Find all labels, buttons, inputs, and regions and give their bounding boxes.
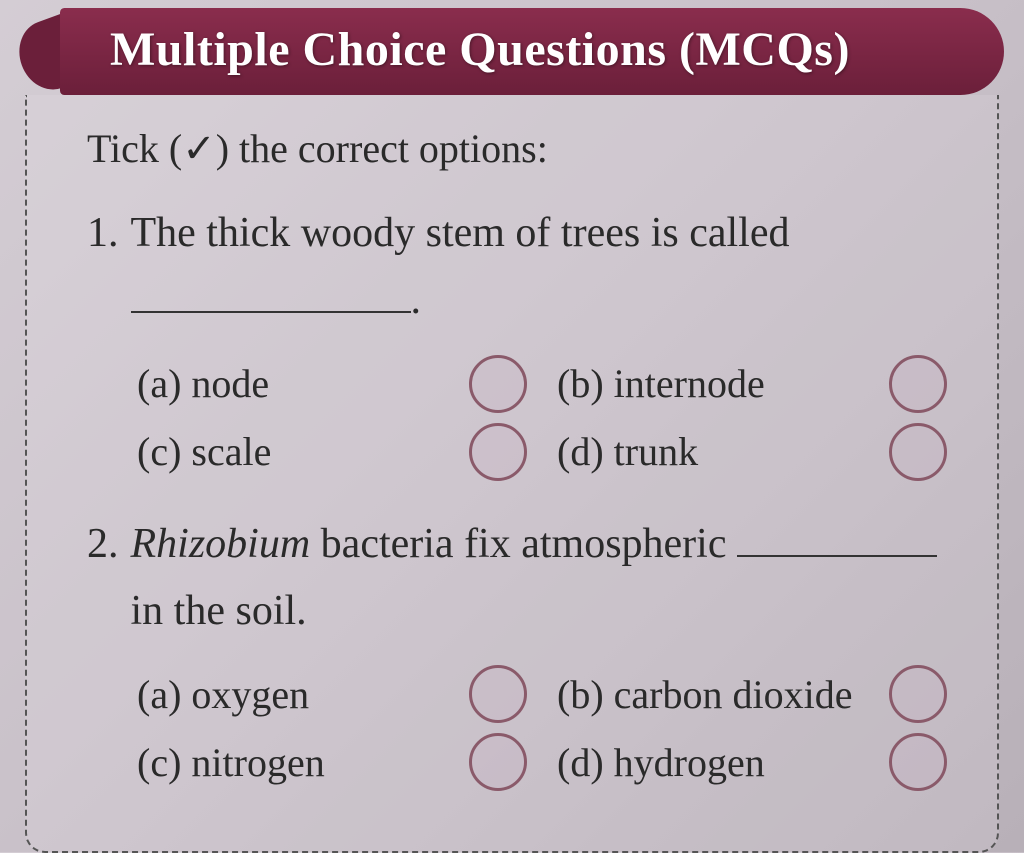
question-block: 1. The thick woody stem of trees is call… bbox=[87, 200, 947, 481]
option-label: (c) nitrogen bbox=[137, 739, 451, 786]
option-text: trunk bbox=[614, 429, 698, 474]
option-key: (c) bbox=[137, 429, 181, 474]
answer-bubble[interactable] bbox=[889, 355, 947, 413]
fill-blank bbox=[131, 267, 411, 313]
banner-wrap: Multiple Choice Questions (MCQs) bbox=[0, 0, 1024, 95]
instructions-text: Tick (✓) the correct options: bbox=[87, 125, 947, 172]
option-text: hydrogen bbox=[614, 740, 765, 785]
question-italic-prefix: Rhizobium bbox=[131, 521, 311, 567]
answer-bubble[interactable] bbox=[469, 733, 527, 791]
option-key: (d) bbox=[557, 429, 604, 474]
option-key: (b) bbox=[557, 361, 604, 406]
content-area: Tick (✓) the correct options: 1. The thi… bbox=[25, 95, 999, 853]
question-text-before: bacteria fix atmospheric bbox=[310, 521, 737, 567]
option-d: (d) trunk bbox=[557, 423, 947, 481]
question-number: 2. bbox=[87, 511, 119, 646]
answer-bubble[interactable] bbox=[889, 423, 947, 481]
answer-bubble[interactable] bbox=[469, 665, 527, 723]
option-label: (d) hydrogen bbox=[557, 739, 871, 786]
answer-bubble[interactable] bbox=[889, 733, 947, 791]
option-text: internode bbox=[614, 361, 765, 406]
question-text: 2. Rhizobium bacteria fix atmospheric in… bbox=[87, 511, 947, 646]
option-text: scale bbox=[191, 429, 271, 474]
option-text: oxygen bbox=[191, 672, 309, 717]
option-c: (c) nitrogen bbox=[137, 733, 527, 791]
option-key: (a) bbox=[137, 361, 181, 406]
option-label: (b) internode bbox=[557, 360, 871, 407]
answer-bubble[interactable] bbox=[469, 423, 527, 481]
option-c: (c) scale bbox=[137, 423, 527, 481]
banner-title: Multiple Choice Questions (MCQs) bbox=[110, 23, 850, 76]
option-b: (b) carbon dioxide bbox=[557, 665, 947, 723]
question-body: Rhizobium bacteria fix atmospheric in th… bbox=[131, 511, 948, 646]
fill-blank bbox=[737, 511, 937, 557]
option-d: (d) hydrogen bbox=[557, 733, 947, 791]
question-block: 2. Rhizobium bacteria fix atmospheric in… bbox=[87, 511, 947, 792]
question-text-after: . bbox=[411, 277, 422, 323]
option-label: (d) trunk bbox=[557, 428, 871, 475]
question-body: The thick woody stem of trees is called … bbox=[131, 200, 948, 335]
option-a: (a) node bbox=[137, 355, 527, 413]
option-text: nitrogen bbox=[191, 740, 324, 785]
option-key: (d) bbox=[557, 740, 604, 785]
option-b: (b) internode bbox=[557, 355, 947, 413]
options-grid: (a) oxygen (b) carbon dioxide (c) nitr bbox=[87, 665, 947, 791]
answer-bubble[interactable] bbox=[469, 355, 527, 413]
option-text: node bbox=[191, 361, 269, 406]
section-banner: Multiple Choice Questions (MCQs) bbox=[60, 8, 1004, 95]
option-label: (a) node bbox=[137, 360, 451, 407]
page-container: Multiple Choice Questions (MCQs) Tick (✓… bbox=[0, 0, 1024, 852]
option-text: carbon dioxide bbox=[614, 672, 853, 717]
option-key: (b) bbox=[557, 672, 604, 717]
option-label: (a) oxygen bbox=[137, 671, 451, 718]
question-text-before: The thick woody stem of trees is called bbox=[131, 210, 790, 256]
option-a: (a) oxygen bbox=[137, 665, 527, 723]
question-text: 1. The thick woody stem of trees is call… bbox=[87, 200, 947, 335]
option-label: (c) scale bbox=[137, 428, 451, 475]
question-number: 1. bbox=[87, 200, 119, 335]
answer-bubble[interactable] bbox=[889, 665, 947, 723]
option-key: (a) bbox=[137, 672, 181, 717]
options-grid: (a) node (b) internode (c) scale bbox=[87, 355, 947, 481]
option-key: (c) bbox=[137, 740, 181, 785]
question-text-after: in the soil. bbox=[131, 588, 307, 634]
option-label: (b) carbon dioxide bbox=[557, 671, 871, 718]
